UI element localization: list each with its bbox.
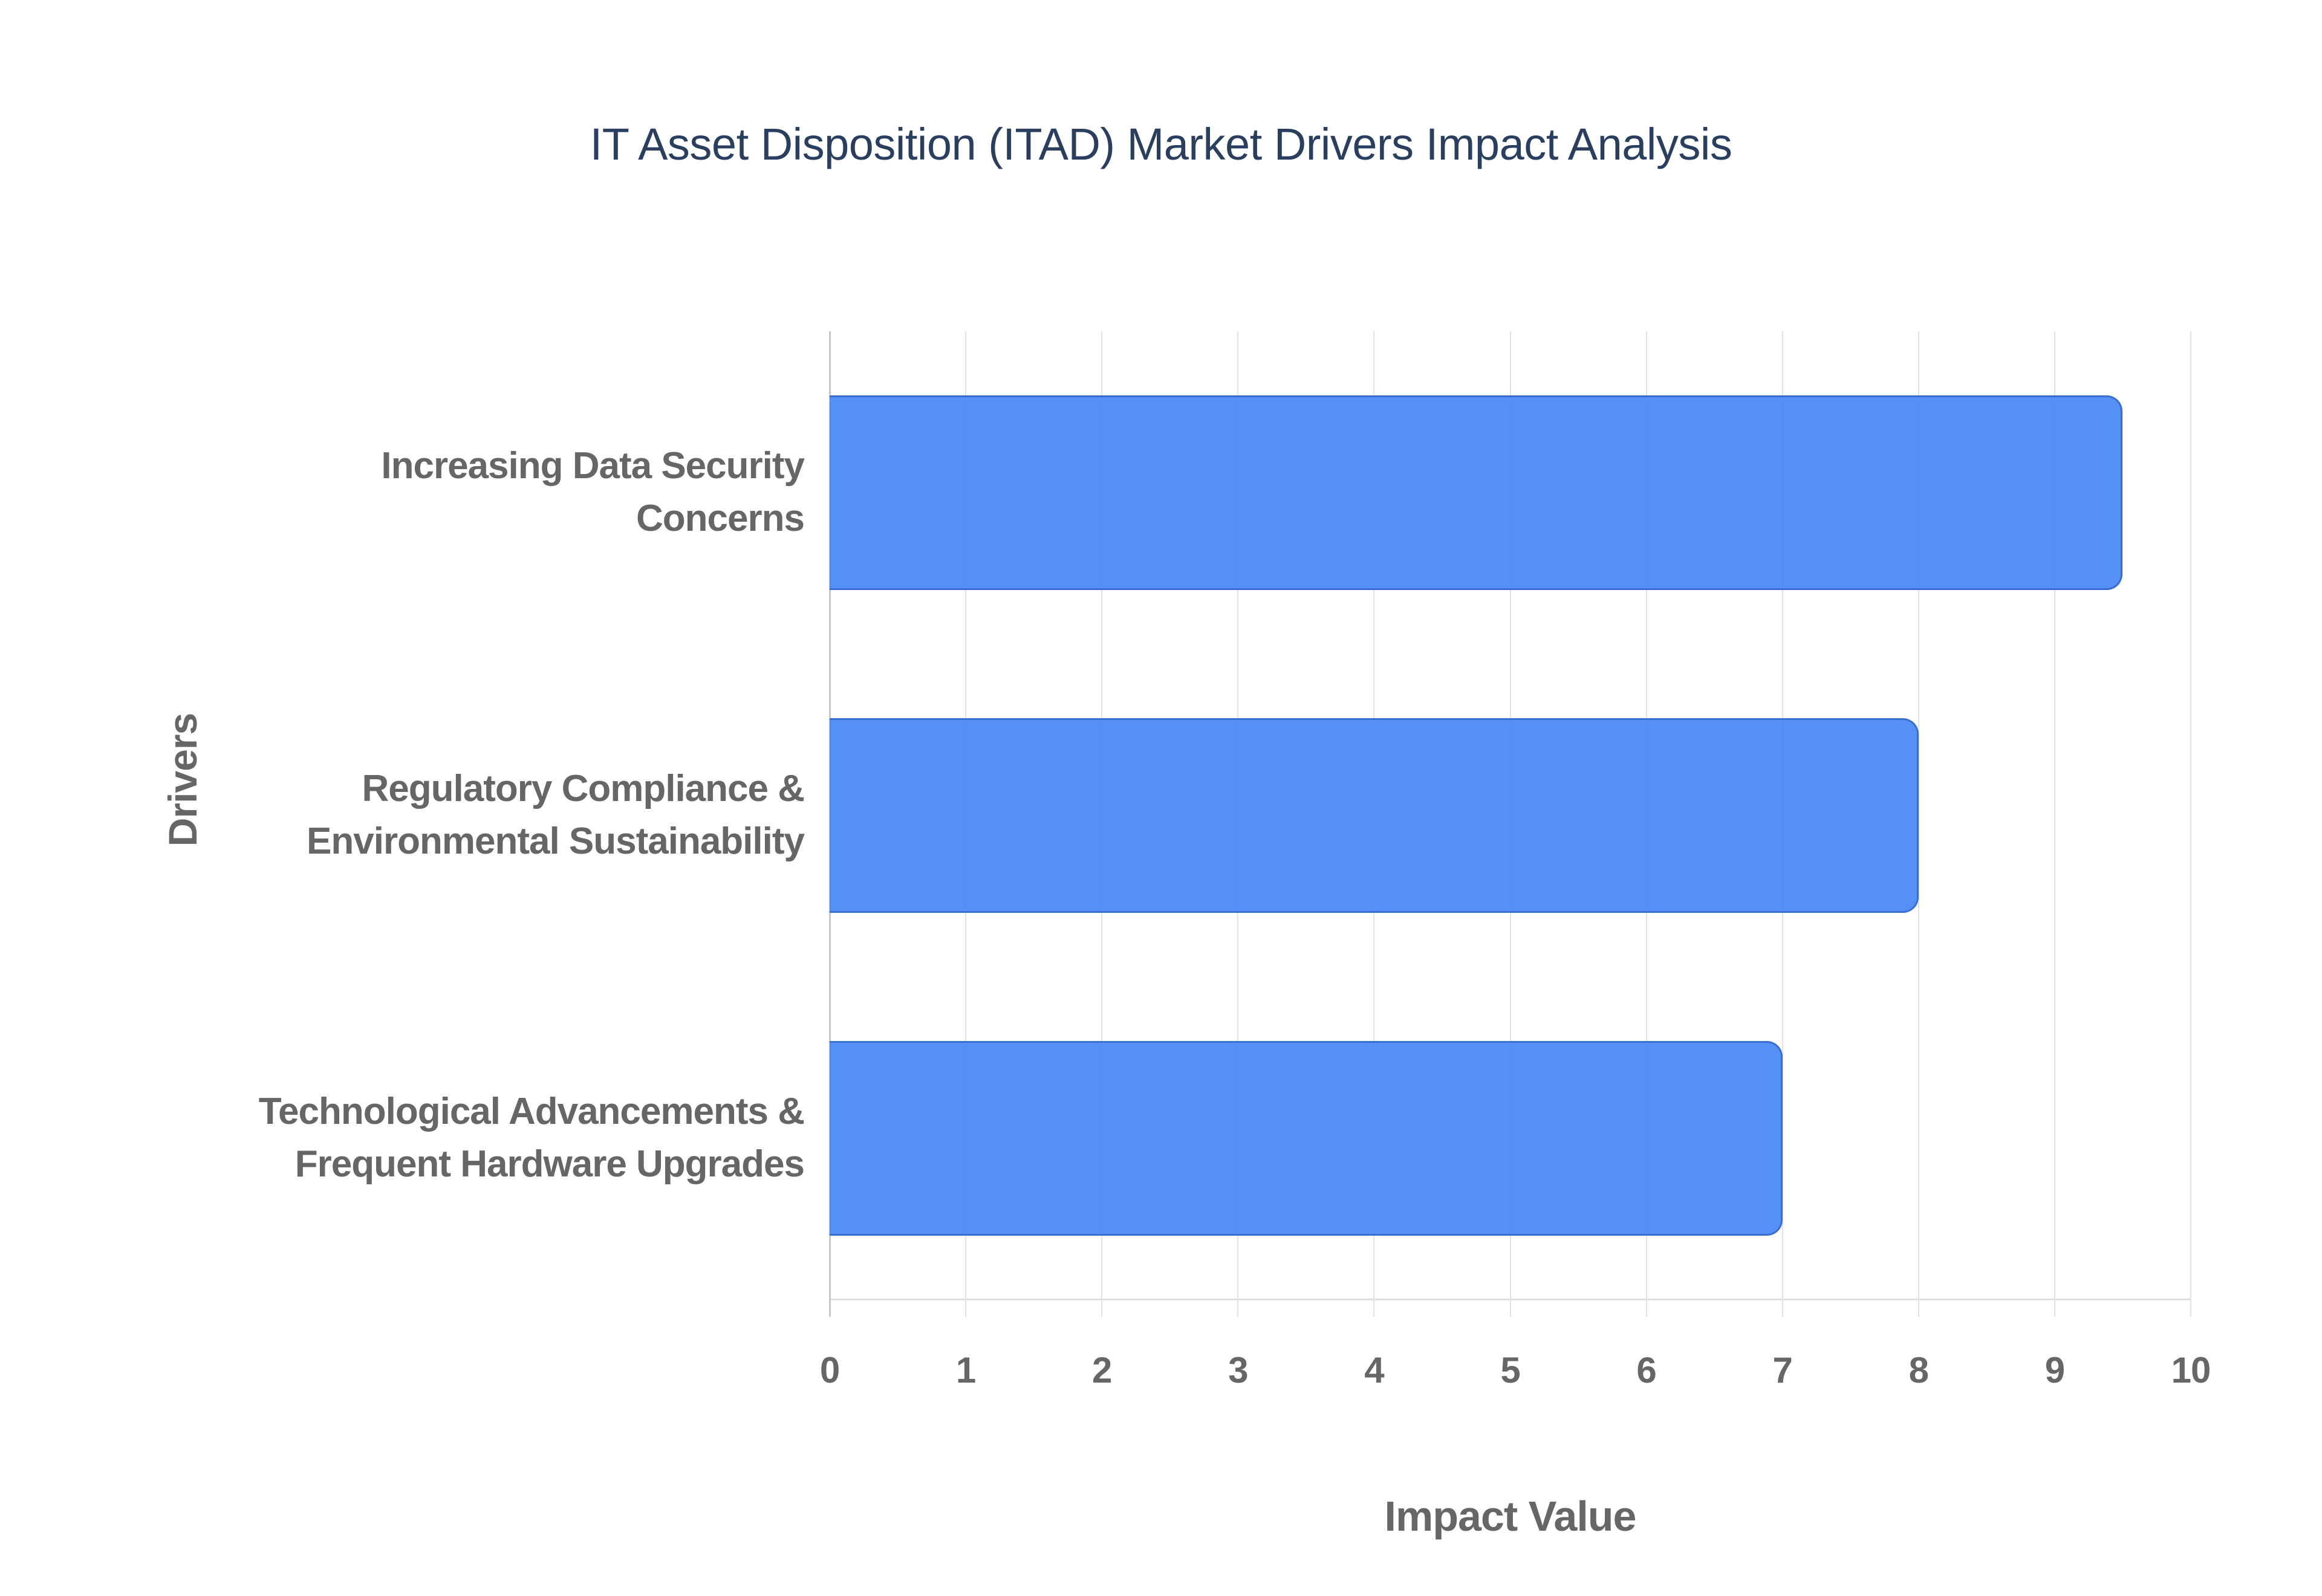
bar-2 bbox=[830, 1041, 1783, 1236]
gridline-x-9 bbox=[2054, 331, 2055, 1317]
x-tick-label-7: 7 bbox=[1772, 1350, 1793, 1390]
gridline-x-10 bbox=[2190, 331, 2191, 1317]
category-label-line: Concerns bbox=[636, 498, 805, 539]
category-label-0: Increasing Data Security Concerns bbox=[0, 331, 805, 654]
x-tick-label-3: 3 bbox=[1228, 1350, 1248, 1390]
category-label-line: Increasing Data Security bbox=[381, 445, 805, 487]
x-tick-label-8: 8 bbox=[1908, 1350, 1929, 1390]
category-label-2: Technological Advancements & Frequent Har… bbox=[0, 977, 805, 1300]
category-label-1: Regulatory Compliance & Environmental Sus… bbox=[0, 654, 805, 977]
x-axis-title: Impact Value bbox=[1384, 1493, 1637, 1540]
bar-0 bbox=[830, 395, 2123, 590]
category-label-line: Regulatory Compliance & bbox=[362, 768, 805, 810]
x-tick-label-9: 9 bbox=[2044, 1350, 2065, 1390]
x-tick-label-2: 2 bbox=[1092, 1350, 1112, 1390]
gridline-x-8 bbox=[1917, 331, 1919, 1317]
category-label-line: Technological Advancements & bbox=[258, 1091, 805, 1133]
x-tick-label-10: 10 bbox=[2171, 1350, 2211, 1390]
x-tick-label-4: 4 bbox=[1364, 1350, 1384, 1390]
category-label-line: Frequent Hardware Upgrades bbox=[294, 1143, 805, 1185]
chart-title: IT Asset Disposition (ITAD) Market Drive… bbox=[590, 119, 1732, 169]
x-tick-label-5: 5 bbox=[1500, 1350, 1520, 1390]
plot-area bbox=[829, 331, 2191, 1317]
x-tick-label-0: 0 bbox=[819, 1350, 840, 1390]
x-tick-label-6: 6 bbox=[1636, 1350, 1656, 1390]
y-axis-category-labels: Increasing Data Security Concerns Regulato… bbox=[0, 331, 805, 1300]
x-tick-label-1: 1 bbox=[955, 1350, 976, 1390]
category-label-line: Environmental Sustainability bbox=[307, 820, 805, 862]
x-axis-tick-labels: 0 1 2 3 4 5 6 7 8 9 10 bbox=[0, 1349, 2322, 1416]
bar-1 bbox=[830, 718, 1919, 913]
